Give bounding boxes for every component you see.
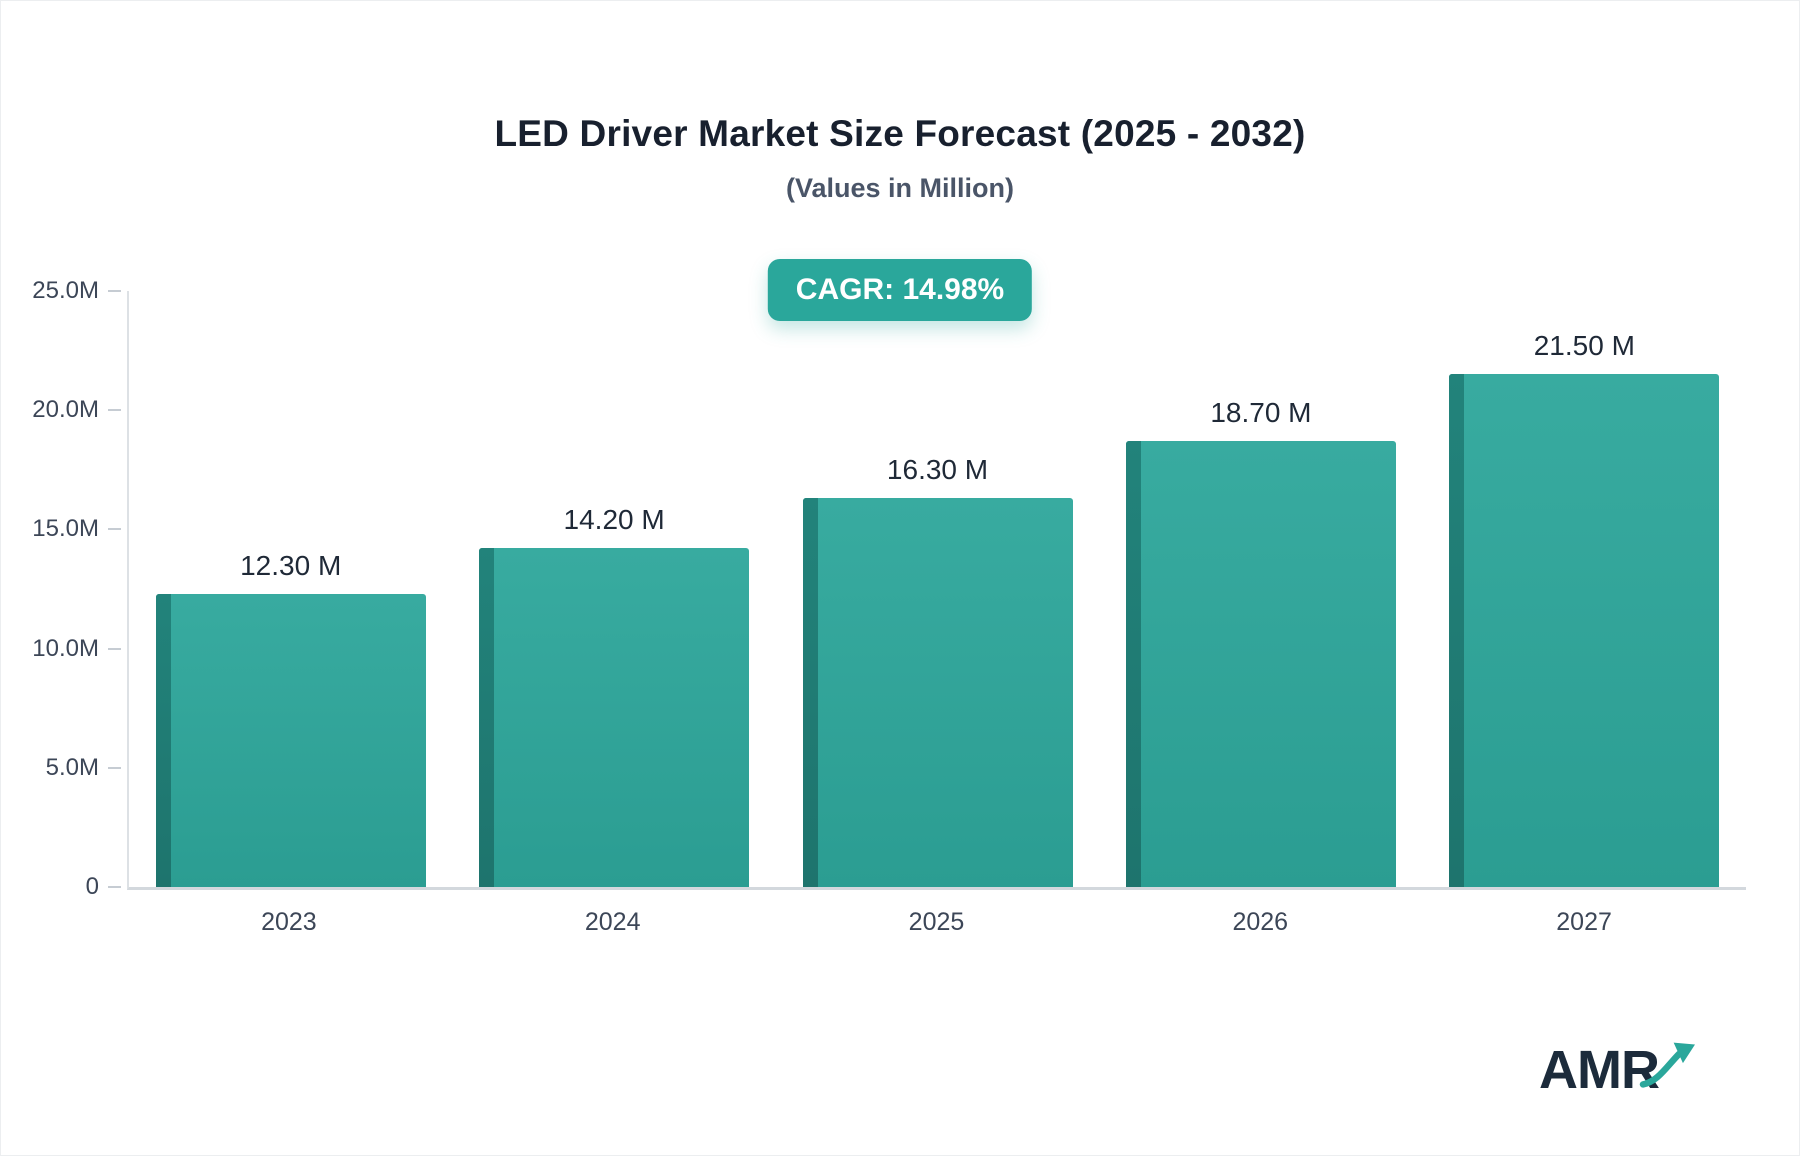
- chart-subtitle: (Values in Million): [785, 173, 1015, 203]
- y-tick-mark: [108, 409, 121, 412]
- x-axis-labels: 2023 2024 2025 2026 2027: [127, 908, 1746, 937]
- chart-title: LED Driver Market Size Forecast (2025 - …: [494, 113, 1306, 154]
- bar-value-label: 18.70 M: [1210, 397, 1312, 429]
- bar-side-shade: [1125, 441, 1141, 887]
- y-tick-label: 5.0M: [45, 753, 99, 781]
- amr-logo: AMR: [1539, 1039, 1699, 1101]
- y-tick-mark: [108, 886, 121, 888]
- growth-arrow-icon: [1639, 1042, 1695, 1088]
- bar-side-shade: [1449, 374, 1465, 887]
- plot-area: 12.30 M 14.20 M 16.30 M 18.70 M 21.50 M 0 5.0…: [32, 279, 1746, 899]
- bar-slot: 12.30 M: [129, 291, 452, 887]
- bar-chart: 12.30 M 14.20 M 16.30 M 18.70 M 21.50 M 0 5.0…: [32, 279, 1746, 937]
- bar-2024: [479, 548, 750, 887]
- y-tick-label: 15.0M: [32, 515, 99, 543]
- logo-text: AMR: [1539, 1040, 1660, 1100]
- bar-value-label: 21.50 M: [1533, 330, 1635, 362]
- bar-value-label: 16.30 M: [886, 454, 989, 486]
- x-axis-label: 2026: [1232, 908, 1289, 936]
- y-tick-label: 0: [85, 873, 99, 900]
- bar-2026: [1125, 441, 1396, 887]
- y-tick-mark: [108, 766, 121, 769]
- bar-side-shade: [802, 498, 818, 887]
- bar-value-label: 12.30 M: [240, 549, 342, 581]
- bar-2023: [155, 593, 426, 887]
- bar-value-label: 14.20 M: [563, 504, 665, 536]
- y-tick-mark: [108, 528, 121, 531]
- y-tick-mark: [108, 647, 121, 650]
- bar-side-shade: [479, 548, 495, 887]
- bar-2027: [1449, 374, 1720, 887]
- y-tick-mark: [108, 290, 121, 292]
- bar-slot: 18.70 M: [1099, 291, 1422, 887]
- bars: 12.30 M 14.20 M 16.30 M 18.70 M 21.50 M: [129, 291, 1746, 887]
- bar-slot: 16.30 M: [776, 291, 1099, 887]
- x-axis-label: 2025: [908, 908, 965, 936]
- x-axis-label: 2024: [584, 908, 641, 936]
- bar-slot: 14.20 M: [452, 291, 775, 887]
- bar-2025: [802, 498, 1073, 887]
- y-tick-label: 25.0M: [32, 277, 99, 304]
- cagr-badge: CAGR: 14.98%: [767, 259, 1033, 321]
- bar-slot: 21.50 M: [1423, 291, 1746, 887]
- y-tick-label: 10.0M: [32, 634, 99, 662]
- x-axis-label: 2027: [1556, 908, 1612, 936]
- y-tick-label: 20.0M: [32, 396, 99, 424]
- bar-side-shade: [155, 593, 171, 887]
- x-axis-label: 2023: [261, 908, 317, 936]
